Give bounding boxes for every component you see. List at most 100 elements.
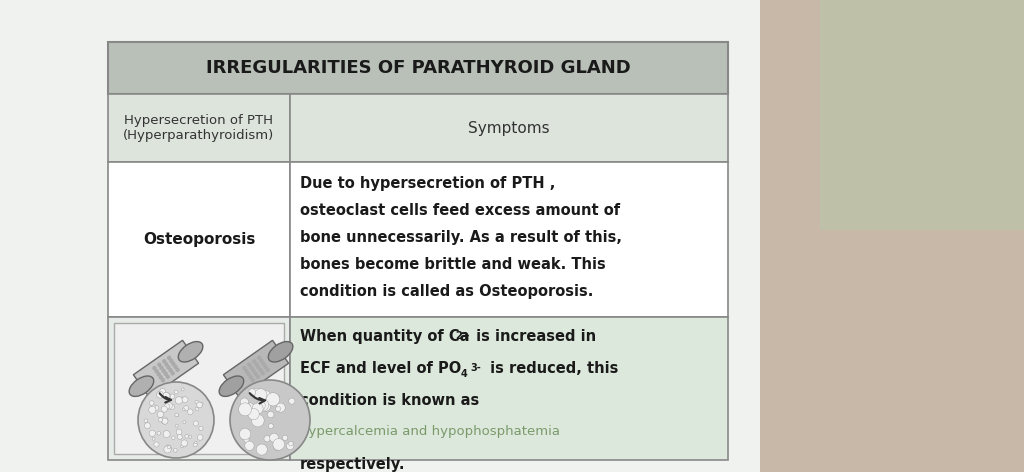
Text: 2+: 2+ [455, 331, 470, 341]
Circle shape [161, 406, 167, 412]
Text: Osteoporosis: Osteoporosis [142, 232, 255, 247]
Circle shape [262, 362, 265, 365]
Circle shape [256, 444, 267, 455]
Circle shape [245, 403, 254, 412]
Circle shape [138, 382, 214, 458]
Circle shape [158, 363, 161, 366]
Circle shape [164, 372, 167, 375]
Circle shape [258, 356, 261, 359]
Text: respectively.: respectively. [300, 457, 406, 472]
Circle shape [243, 403, 250, 410]
Text: 4: 4 [461, 369, 468, 379]
Circle shape [154, 442, 159, 447]
Circle shape [182, 397, 188, 403]
Circle shape [257, 366, 260, 369]
Circle shape [176, 414, 179, 417]
Circle shape [259, 369, 262, 372]
Circle shape [252, 369, 255, 372]
Text: osteoclast cells feed excess amount of: osteoclast cells feed excess amount of [300, 203, 621, 218]
Circle shape [166, 375, 169, 378]
Polygon shape [223, 340, 289, 398]
Circle shape [158, 411, 164, 418]
Ellipse shape [178, 342, 203, 362]
Circle shape [254, 372, 257, 375]
Circle shape [248, 363, 251, 366]
Circle shape [166, 403, 172, 409]
Circle shape [274, 396, 280, 401]
Circle shape [272, 438, 285, 450]
Circle shape [160, 376, 162, 379]
Text: 3-: 3- [470, 363, 480, 373]
Circle shape [168, 356, 171, 359]
Circle shape [273, 445, 280, 450]
Circle shape [175, 413, 178, 417]
Circle shape [148, 406, 156, 413]
Circle shape [275, 406, 281, 412]
Circle shape [162, 379, 164, 382]
Circle shape [157, 431, 161, 435]
Text: bone unnecessarily. As a result of this,: bone unnecessarily. As a result of this, [300, 230, 622, 245]
Circle shape [174, 390, 178, 394]
Circle shape [250, 366, 253, 369]
Circle shape [180, 397, 183, 400]
Circle shape [256, 401, 265, 410]
Circle shape [198, 435, 203, 440]
Circle shape [245, 370, 248, 373]
Text: Symptoms: Symptoms [468, 120, 550, 135]
Circle shape [251, 379, 254, 382]
Circle shape [200, 402, 203, 405]
Circle shape [253, 360, 256, 363]
Text: Due to hypersecretion of PTH ,: Due to hypersecretion of PTH , [300, 176, 555, 191]
Circle shape [150, 430, 156, 437]
Ellipse shape [219, 376, 244, 396]
Circle shape [268, 423, 273, 429]
Ellipse shape [268, 342, 293, 362]
Circle shape [160, 366, 163, 369]
Circle shape [162, 369, 165, 372]
Circle shape [163, 360, 166, 363]
Circle shape [161, 392, 167, 398]
Circle shape [153, 367, 156, 370]
Circle shape [182, 442, 187, 447]
Circle shape [252, 388, 262, 399]
Circle shape [196, 407, 199, 411]
Circle shape [249, 376, 252, 379]
Circle shape [188, 436, 191, 438]
Circle shape [185, 434, 188, 438]
Ellipse shape [129, 376, 154, 396]
Circle shape [163, 392, 170, 399]
Circle shape [172, 362, 175, 365]
Circle shape [183, 421, 185, 424]
Circle shape [175, 396, 182, 404]
Text: bones become brittle and weak. This: bones become brittle and weak. This [300, 257, 606, 272]
Circle shape [169, 369, 172, 372]
Circle shape [244, 437, 249, 442]
Bar [108, 94, 290, 162]
Circle shape [167, 366, 170, 369]
Circle shape [260, 359, 263, 362]
Circle shape [175, 424, 178, 427]
Circle shape [287, 442, 294, 450]
Circle shape [269, 413, 273, 418]
Bar [290, 162, 728, 317]
Circle shape [157, 391, 164, 398]
Circle shape [169, 404, 174, 410]
Circle shape [171, 372, 174, 375]
Bar [290, 94, 728, 162]
Circle shape [195, 441, 197, 444]
Text: Hypersecretion of PTH
(Hyperparathyroidism): Hypersecretion of PTH (Hyperparathyroidi… [123, 114, 274, 142]
Circle shape [164, 446, 171, 453]
Circle shape [176, 368, 179, 371]
Circle shape [252, 414, 264, 427]
Circle shape [161, 417, 168, 424]
Circle shape [160, 388, 165, 394]
Circle shape [163, 430, 170, 438]
Circle shape [173, 448, 177, 452]
Circle shape [243, 367, 246, 370]
Circle shape [245, 441, 254, 450]
Bar [760, 0, 1024, 472]
Circle shape [194, 421, 199, 426]
Bar [114, 323, 284, 454]
Circle shape [180, 445, 183, 448]
Circle shape [261, 391, 270, 400]
